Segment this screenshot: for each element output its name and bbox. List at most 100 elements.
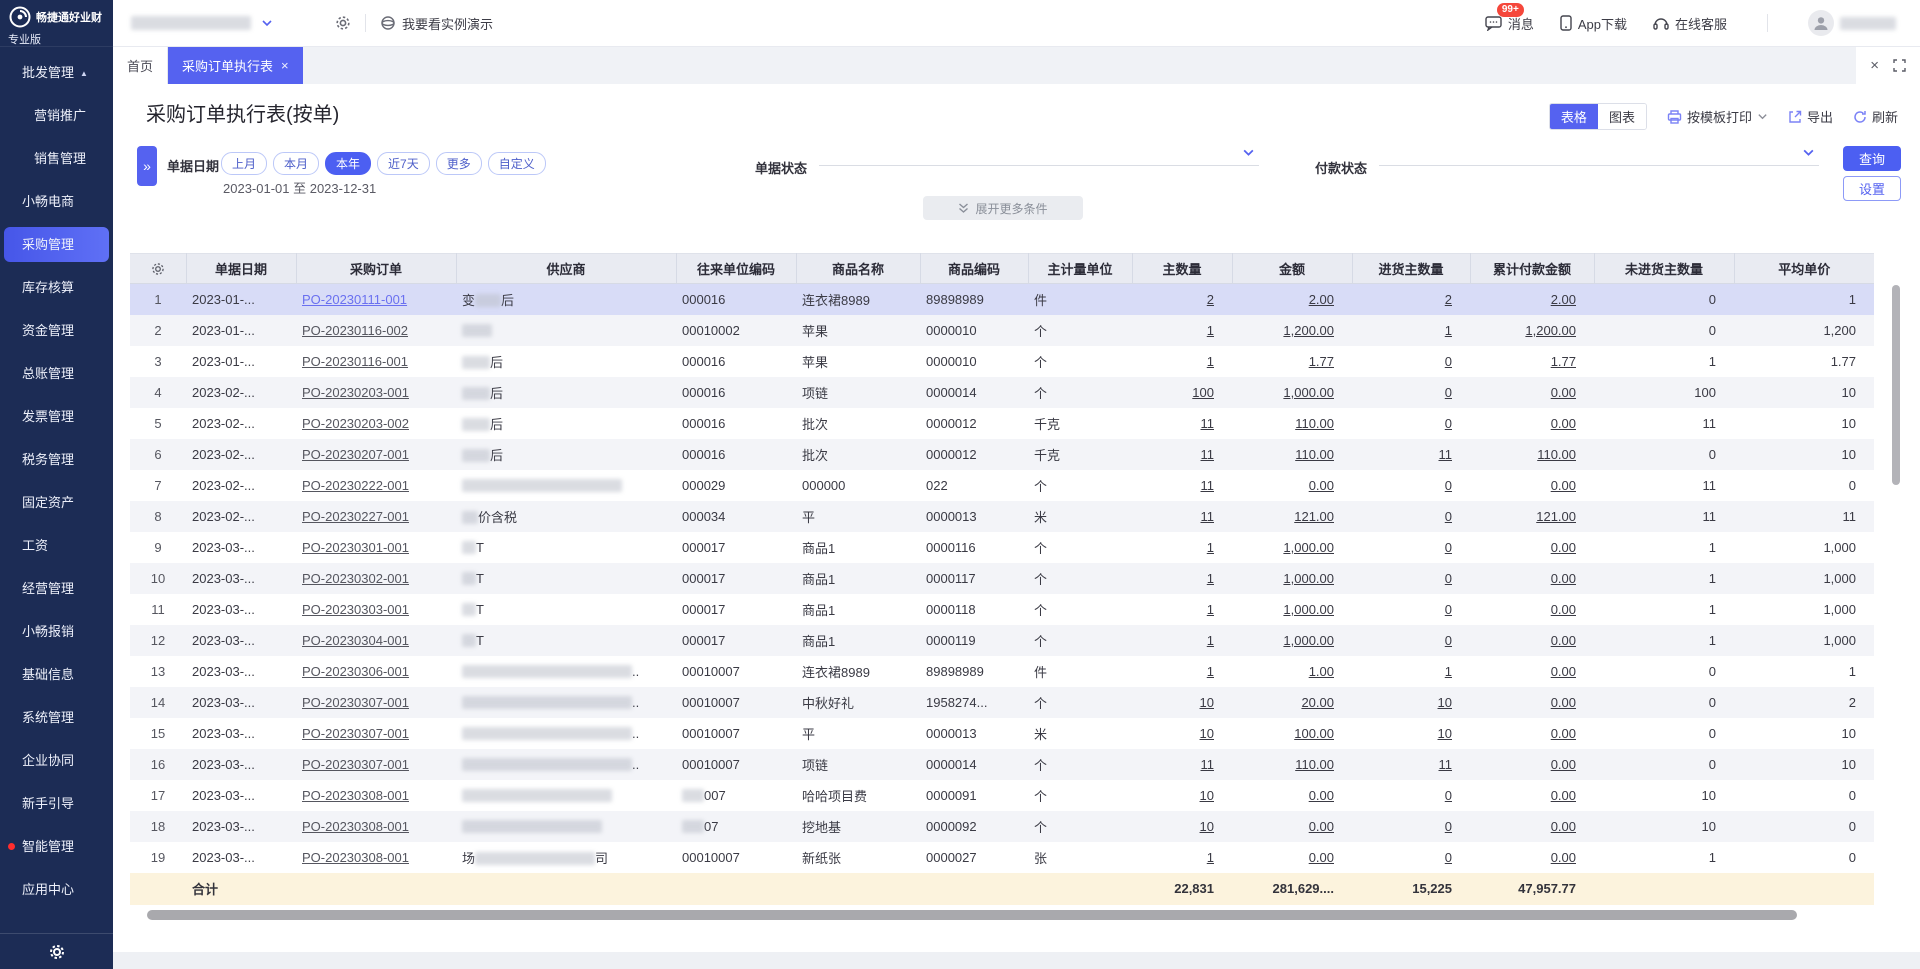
received-qty-link[interactable]: 11 xyxy=(1438,446,1453,462)
sidebar-item[interactable]: 资金管理 xyxy=(0,309,113,352)
table-row[interactable]: 5 2023-02-... PO-20230203-002 后 000016 批次 0000… xyxy=(130,408,1874,439)
paid-amount-link[interactable]: 2.00 xyxy=(1550,291,1576,307)
paid-amount-link[interactable]: 121.00 xyxy=(1536,508,1576,524)
sidebar-item[interactable]: 工资 xyxy=(0,524,113,567)
table-row[interactable]: 10 2023-03-... PO-20230302-001 T 000017 商品1 00… xyxy=(130,562,1874,594)
table-row[interactable]: 11 2023-03-... PO-20230303-001 T 000017 商品1 00… xyxy=(130,594,1874,625)
date-pill[interactable]: 近7天 xyxy=(377,152,430,175)
received-qty-link[interactable]: 0 xyxy=(1444,353,1452,369)
po-link[interactable]: PO-20230307-001 xyxy=(302,694,409,710)
paid-amount-link[interactable]: 1,200.00 xyxy=(1525,322,1576,338)
amount-link[interactable]: 1,200.00 xyxy=(1283,322,1334,338)
qty-link[interactable]: 1 xyxy=(1206,539,1214,555)
paid-amount-link[interactable]: 1.77 xyxy=(1550,353,1576,369)
settings-button[interactable]: 设置 xyxy=(1843,176,1901,201)
table-row[interactable]: 6 2023-02-... PO-20230207-001 后 000016 批次 0000… xyxy=(130,438,1874,470)
paid-amount-link[interactable]: 0.00 xyxy=(1550,787,1576,803)
po-link[interactable]: PO-20230302-001 xyxy=(302,570,409,586)
received-qty-link[interactable]: 0 xyxy=(1444,849,1452,865)
paid-amount-link[interactable]: 0.00 xyxy=(1550,570,1576,586)
qty-link[interactable]: 100 xyxy=(1192,384,1214,400)
qty-link[interactable]: 1 xyxy=(1206,632,1214,648)
app-download-button[interactable]: App下载 xyxy=(1560,14,1627,33)
qty-link[interactable]: 1 xyxy=(1206,322,1214,338)
amount-link[interactable]: 0.00 xyxy=(1308,477,1334,493)
sidebar-item[interactable]: 企业协同 xyxy=(0,739,113,782)
table-row[interactable]: 8 2023-02-... PO-20230227-001 价含税 000034 平 000… xyxy=(130,500,1874,532)
received-qty-link[interactable]: 10 xyxy=(1437,694,1452,710)
table-row[interactable]: 17 2023-03-... PO-20230308-001 007 哈哈项目费 0000… xyxy=(130,780,1874,811)
table-row[interactable]: 15 2023-03-... PO-20230307-001.. 00010007 平 0… xyxy=(130,718,1874,749)
sidebar-item[interactable]: 基础信息 xyxy=(0,653,113,696)
date-pill[interactable]: 上月 xyxy=(221,152,268,175)
qty-link[interactable]: 2 xyxy=(1206,291,1214,307)
paid-amount-link[interactable]: 0.00 xyxy=(1550,477,1576,493)
org-settings-gear-icon[interactable] xyxy=(335,15,351,31)
table-row[interactable]: 19 2023-03-... PO-20230308-001 场司 00010007 新纸… xyxy=(130,842,1874,873)
paid-amount-link[interactable]: 0.00 xyxy=(1550,694,1576,710)
received-qty-link[interactable]: 0 xyxy=(1444,384,1452,400)
table-row[interactable]: 2 2023-01-... PO-20230116-002 00010002 苹果 000… xyxy=(130,314,1874,346)
amount-link[interactable]: 1,000.00 xyxy=(1283,601,1334,617)
amount-link[interactable]: 1,000.00 xyxy=(1283,384,1334,400)
settings-gear-icon[interactable] xyxy=(49,944,65,960)
amount-link[interactable]: 121.00 xyxy=(1294,508,1334,524)
demo-link[interactable]: 我要看实例演示 xyxy=(380,14,493,33)
received-qty-link[interactable]: 11 xyxy=(1438,756,1453,772)
received-qty-link[interactable]: 1 xyxy=(1444,322,1452,338)
tab-purchase-order-report[interactable]: 采购订单执行表 × xyxy=(168,47,303,84)
tab-close-icon[interactable]: × xyxy=(281,58,289,73)
amount-link[interactable]: 1,000.00 xyxy=(1283,539,1334,555)
amount-link[interactable]: 2.00 xyxy=(1308,291,1334,307)
po-link[interactable]: PO-20230111-001 xyxy=(302,291,408,307)
received-qty-link[interactable]: 0 xyxy=(1444,787,1452,803)
po-link[interactable]: PO-20230203-001 xyxy=(302,384,409,400)
amount-link[interactable]: 110.00 xyxy=(1295,756,1334,772)
po-link[interactable]: PO-20230308-001 xyxy=(302,787,409,803)
received-qty-link[interactable]: 0 xyxy=(1444,818,1452,834)
horizontal-scrollbar[interactable] xyxy=(147,910,1797,920)
amount-link[interactable]: 0.00 xyxy=(1308,818,1334,834)
payment-select[interactable] xyxy=(1379,142,1819,166)
table-row[interactable]: 13 2023-03-... PO-20230306-001.. 00010007 连衣… xyxy=(130,656,1874,687)
print-button[interactable]: 按模板打印 xyxy=(1667,107,1768,126)
received-qty-link[interactable]: 1 xyxy=(1444,663,1452,679)
amount-link[interactable]: 1.77 xyxy=(1308,353,1334,369)
qty-link[interactable]: 11 xyxy=(1200,477,1215,493)
po-link[interactable]: PO-20230308-001 xyxy=(302,818,409,834)
po-link[interactable]: PO-20230116-001 xyxy=(302,353,409,369)
po-link[interactable]: PO-20230227-001 xyxy=(302,508,409,524)
received-qty-link[interactable]: 0 xyxy=(1444,508,1452,524)
sidebar-item[interactable]: 批发管理 ▲ xyxy=(0,51,113,94)
sidebar-item[interactable]: 应用中心 xyxy=(0,868,113,911)
amount-link[interactable]: 0.00 xyxy=(1308,849,1334,865)
po-link[interactable]: PO-20230304-001 xyxy=(302,632,409,648)
table-row[interactable]: 16 2023-03-... PO-20230307-001.. 00010007 项链… xyxy=(130,748,1874,780)
table-row[interactable]: 4 2023-02-... PO-20230203-001 后 000016 项链 0000… xyxy=(130,376,1874,408)
qty-link[interactable]: 1 xyxy=(1206,570,1214,586)
support-button[interactable]: 在线客服 xyxy=(1653,14,1727,33)
view-chart-button[interactable]: 图表 xyxy=(1597,104,1646,129)
sidebar-item[interactable]: 小畅电商 xyxy=(0,180,113,223)
column-settings-gear-icon[interactable] xyxy=(151,262,165,276)
po-link[interactable]: PO-20230308-001 xyxy=(302,849,409,865)
po-link[interactable]: PO-20230116-002 xyxy=(302,322,409,338)
received-qty-link[interactable]: 0 xyxy=(1444,415,1452,431)
qty-link[interactable]: 11 xyxy=(1200,415,1215,431)
company-selector[interactable] xyxy=(131,16,321,30)
table-row[interactable]: 12 2023-03-... PO-20230304-001 T 000017 商品1 00… xyxy=(130,624,1874,656)
paid-amount-link[interactable]: 0.00 xyxy=(1550,415,1576,431)
amount-link[interactable]: 110.00 xyxy=(1295,415,1334,431)
received-qty-link[interactable]: 0 xyxy=(1444,539,1452,555)
amount-link[interactable]: 20.00 xyxy=(1301,694,1334,710)
sidebar-item[interactable]: 智能管理 xyxy=(0,825,113,868)
vertical-scrollbar[interactable] xyxy=(1892,285,1900,485)
date-pill[interactable]: 本年 xyxy=(325,152,372,175)
sidebar-item[interactable]: 经营管理 xyxy=(0,567,113,610)
date-range-value[interactable]: 2023-01-01 至 2023-12-31 xyxy=(223,181,377,196)
collapse-filter-button[interactable]: » xyxy=(137,146,157,186)
received-qty-link[interactable]: 2 xyxy=(1444,291,1452,307)
date-pill[interactable]: 自定义 xyxy=(487,152,546,175)
po-link[interactable]: PO-20230301-001 xyxy=(302,539,409,555)
table-row[interactable]: 14 2023-03-... PO-20230307-001.. 00010007 中秋… xyxy=(130,686,1874,718)
